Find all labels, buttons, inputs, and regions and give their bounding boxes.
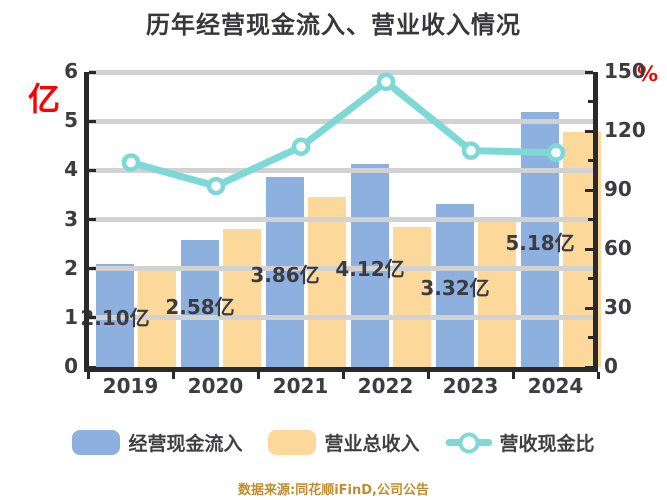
gridline [89,118,593,124]
x-axis-tick [256,372,260,379]
circle-marker-icon [458,432,479,453]
bar-value-label: 2.58亿 [165,294,235,319]
right-axis-minor-tick [588,336,593,339]
x-axis-tick [511,372,515,379]
x-axis-tick-label: 2022 [357,374,414,398]
gridline [89,266,593,272]
bar-revenue [223,229,261,367]
right-axis-tick [585,306,593,310]
cash-ratio-marker-icon [461,141,481,160]
left-axis-tick [89,365,96,369]
right-axis-tick-label: 60 [604,236,632,260]
source-caption: 数据来源:同花顺iFinD,公司公告 [238,483,429,498]
bar-value-label: 5.18亿 [505,230,575,255]
right-axis-unit-label: % [637,62,659,86]
bar-value-label: 3.32亿 [420,276,490,301]
left-axis-tick-label: 6 [64,59,78,83]
bar-value-label: 4.12亿 [335,256,405,281]
left-axis-line [84,72,89,372]
right-axis-minor-tick [588,159,593,162]
bar-revenue [308,197,346,367]
bar-cash-inflow [266,177,304,367]
bar-revenue [393,226,431,367]
right-axis-minor-tick [588,218,593,221]
bar-cash-inflow [181,240,219,367]
blue-bar-swatch-icon [72,430,121,455]
right-axis-minor-tick [588,100,593,103]
bar-revenue [478,219,516,367]
gridline [89,167,593,173]
right-axis-tick-label: 120 [604,118,646,142]
chart-title: 历年经营现金流入、营业收入情况 [146,11,521,39]
left-axis-tick [89,267,96,271]
x-axis-tick [86,372,90,379]
yellow-bar-swatch-icon [268,430,317,455]
x-axis-tick-label: 2020 [187,374,244,398]
x-axis-tick [171,372,175,379]
right-axis-tick-label: 90 [604,177,632,201]
x-axis-tick-label: 2021 [272,374,329,398]
x-axis-tick-label: 2024 [527,374,584,398]
right-axis-tick-label: 0 [604,354,618,378]
cash-ratio-marker-icon [291,137,311,156]
bar-cash-inflow [436,203,474,367]
legend-label-cash-ratio: 营收现金比 [499,433,595,455]
right-axis-tick-label: 30 [604,295,632,319]
line-marker-swatch-icon [445,430,492,455]
right-axis-minor-tick [588,277,593,280]
left-axis-tick-label: 5 [64,108,78,133]
left-axis-unit-label: 亿 [28,80,61,118]
legend-item-revenue: 营业总收入 [268,429,420,456]
right-axis-line [593,72,598,372]
x-axis-tick [341,372,345,379]
left-axis-tick [89,119,96,123]
left-axis-tick-label: 4 [64,157,78,182]
left-axis-tick-label: 2 [64,255,78,280]
left-axis-tick [89,218,96,221]
legend-item-cash-ratio: 营收现金比 [445,429,595,456]
x-axis-tick-label: 2023 [442,374,499,398]
x-axis-tick [426,372,430,379]
legend-label-cash-inflow: 经营现金流入 [128,433,243,455]
left-axis-tick [89,168,96,172]
right-axis-tick-label: 150 [604,59,646,83]
right-axis-tick [585,70,593,74]
bar-cash-inflow [351,164,389,367]
cash-ratio-marker-icon [206,176,226,196]
left-axis-tick-label: 1 [64,304,78,329]
right-axis-tick [585,129,593,133]
gridline [89,315,593,321]
gridline [89,217,593,222]
x-axis-tick-label: 2019 [102,374,159,398]
left-axis-tick-label: 0 [64,354,78,378]
left-axis-tick [89,70,96,74]
gridline [89,69,593,75]
bar-value-label: 3.86亿 [250,263,320,288]
right-axis-tick [585,188,593,192]
cash-ratio-marker-icon [376,72,396,92]
legend-item-cash-inflow: 经营现金流入 [72,429,242,456]
legend: 经营现金流入 营业总收入 营收现金比 [0,429,667,456]
legend-label-revenue: 营业总收入 [324,433,420,455]
right-axis-tick [585,365,593,369]
x-axis-tick [596,372,600,379]
left-axis-tick-label: 3 [64,206,78,231]
x-axis-line [84,367,598,372]
right-axis-tick [585,247,593,251]
left-axis-tick [89,316,96,320]
